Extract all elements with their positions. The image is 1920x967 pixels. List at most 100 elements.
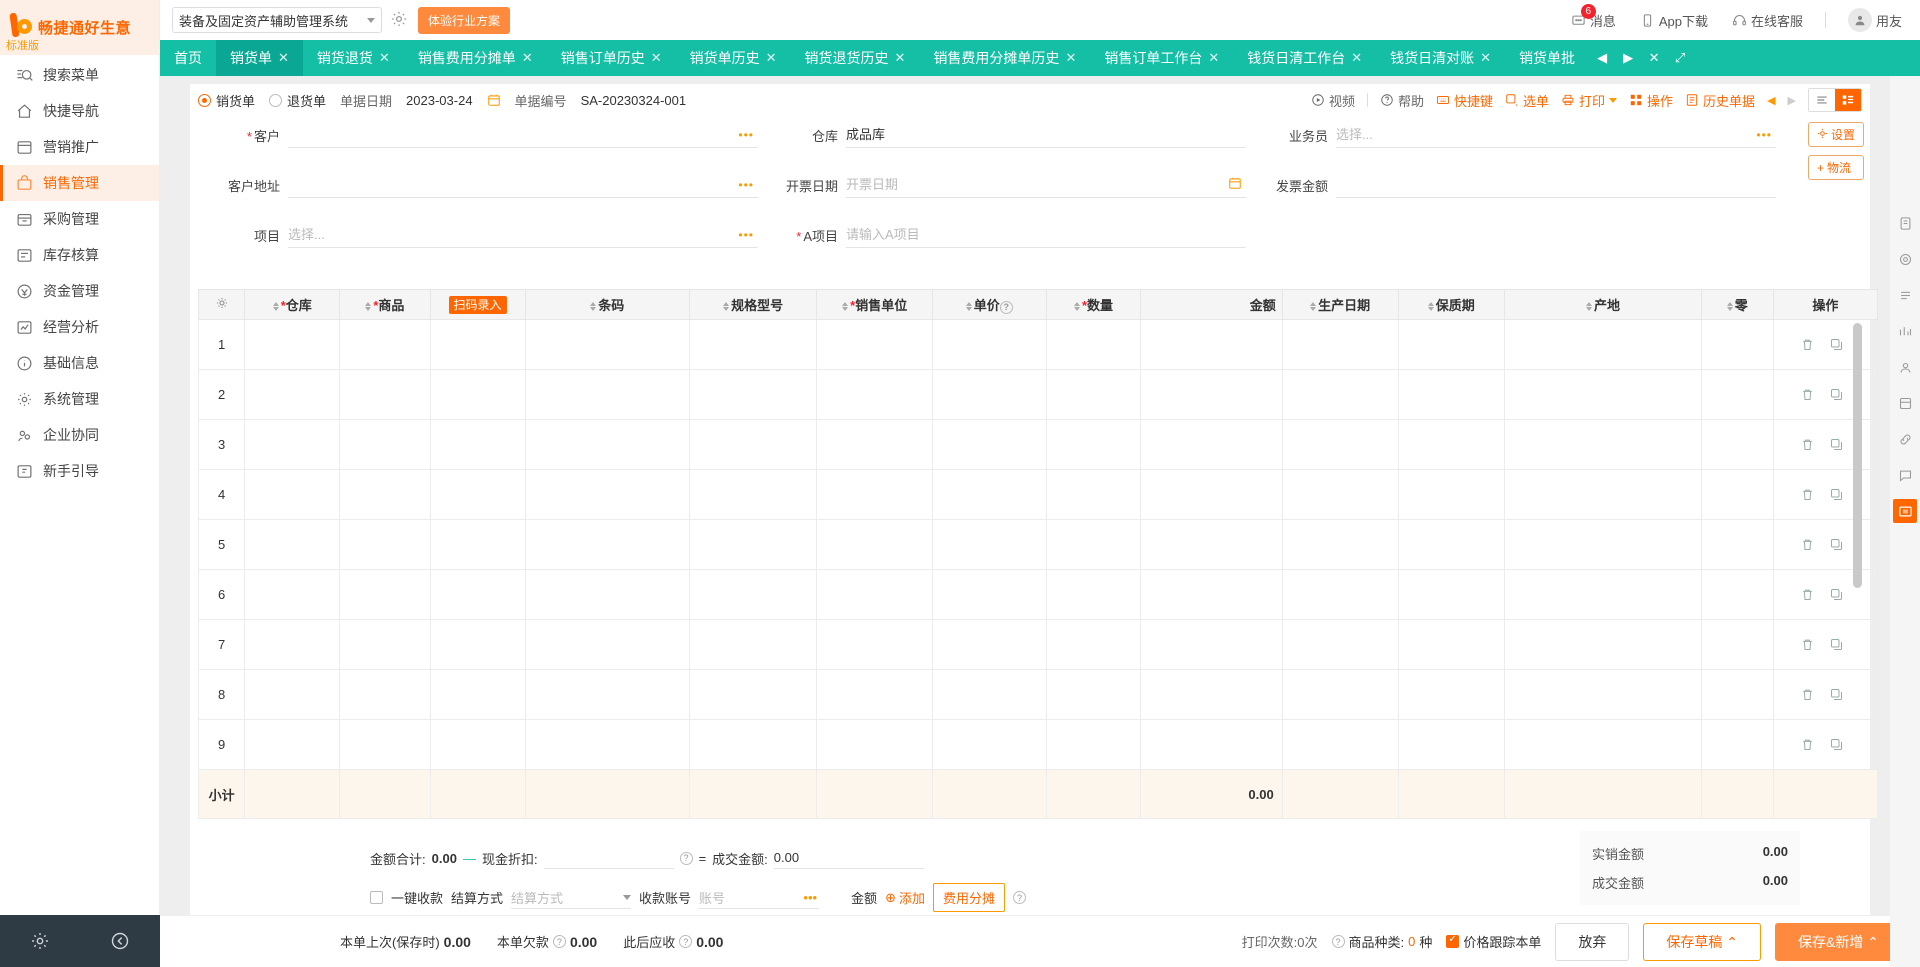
card-view-button[interactable] <box>1835 89 1861 111</box>
copy-row-icon[interactable] <box>1829 537 1844 552</box>
cell-prod-date[interactable] <box>1281 419 1399 470</box>
cell-qty[interactable] <box>1045 619 1142 670</box>
col-scan-entry[interactable]: 扫码录入 <box>429 289 526 320</box>
settings-side-button[interactable]: 设置 <box>1807 122 1864 147</box>
cell-qty[interactable] <box>1045 669 1142 720</box>
cell-retail[interactable] <box>1700 719 1774 770</box>
price-track-checkbox[interactable] <box>1446 934 1460 948</box>
radio-return-order[interactable]: 退货单 <box>269 91 326 110</box>
cell-barcode[interactable] <box>524 519 690 570</box>
col-product[interactable]: *商品 <box>339 289 431 320</box>
shortcut-button[interactable]: 快捷键 <box>1436 91 1493 110</box>
select-doc-button[interactable]: 选单 <box>1505 91 1549 110</box>
sidebar-item-collaboration[interactable]: 企业协同 <box>0 417 159 453</box>
vertical-scrollbar[interactable] <box>1853 319 1862 907</box>
operations-button[interactable]: 操作 <box>1629 91 1673 110</box>
close-icon[interactable]: ✕ <box>278 50 289 65</box>
tab-sales-order[interactable]: 销货单 ✕ <box>216 40 303 76</box>
sort-icon[interactable] <box>365 302 372 312</box>
collapse-icon[interactable] <box>110 931 130 951</box>
circle-rail-icon[interactable] <box>1893 247 1917 271</box>
cell-shelf[interactable] <box>1397 519 1506 570</box>
col-amount[interactable]: 金额 <box>1140 289 1283 320</box>
chat-rail-icon[interactable] <box>1893 463 1917 487</box>
cell-price[interactable] <box>932 469 1047 520</box>
table-row[interactable]: 9 <box>197 719 1879 770</box>
cell-price[interactable] <box>932 369 1047 420</box>
cell-price[interactable] <box>932 419 1047 470</box>
delete-row-icon[interactable] <box>1800 587 1815 602</box>
cell-amount[interactable] <box>1140 569 1283 620</box>
topbar-app-download[interactable]: App下载 <box>1632 11 1716 30</box>
sidebar-item-fund[interactable]: 资金管理 <box>0 273 159 309</box>
cell-amount[interactable] <box>1140 319 1283 370</box>
close-icon[interactable]: ✕ <box>1480 50 1492 65</box>
sort-icon[interactable] <box>1310 302 1317 312</box>
list-view-button[interactable] <box>1809 89 1835 111</box>
cell-origin[interactable] <box>1504 419 1702 470</box>
cell-barcode[interactable] <box>524 469 690 520</box>
cell-price[interactable] <box>932 569 1047 620</box>
cell-barcode[interactable] <box>524 719 690 770</box>
sort-icon[interactable] <box>1726 302 1733 312</box>
account-input[interactable]: 账号 ••• <box>699 887 820 909</box>
table-row[interactable]: 8 <box>197 669 1879 720</box>
cell-shelf[interactable] <box>1397 669 1506 720</box>
sort-icon[interactable] <box>965 302 972 312</box>
tab-sales-batch[interactable]: 销货单批 <box>1505 40 1589 76</box>
tab-sales-order-workbench[interactable]: 销售订单工作台 ✕ <box>1090 40 1233 76</box>
cell-qty[interactable] <box>1045 319 1142 370</box>
help-icon[interactable]: ? <box>1331 935 1345 948</box>
copy-row-icon[interactable] <box>1829 437 1844 452</box>
delete-row-icon[interactable] <box>1800 337 1815 352</box>
copy-row-icon[interactable] <box>1829 687 1844 702</box>
cell-unit[interactable] <box>816 369 934 420</box>
cell-price[interactable] <box>932 519 1047 570</box>
sidebar-item-inventory[interactable]: 库存核算 <box>0 237 159 273</box>
delete-row-icon[interactable] <box>1800 487 1815 502</box>
price-track-option[interactable]: 价格跟踪本单 <box>1446 932 1541 951</box>
cell-amount[interactable] <box>1140 369 1283 420</box>
doc-no-value[interactable]: SA-20230324-001 <box>580 92 687 108</box>
cell-unit[interactable] <box>816 619 934 670</box>
history-doc-button[interactable]: 历史单据 <box>1685 91 1755 110</box>
customer-input[interactable]: ••• <box>288 120 758 148</box>
cell-barcode[interactable] <box>524 419 690 470</box>
col-sales-unit[interactable]: *销售单位 <box>816 289 934 320</box>
cell-product[interactable] <box>339 469 431 520</box>
col-retail[interactable]: 零 <box>1700 289 1774 320</box>
cell-qty[interactable] <box>1045 519 1142 570</box>
cell-spec[interactable] <box>688 419 818 470</box>
cell-warehouse[interactable] <box>244 369 341 420</box>
cell-amount[interactable] <box>1140 419 1283 470</box>
cell-retail[interactable] <box>1700 419 1774 470</box>
project-a-input[interactable]: 请输入A项目 <box>846 220 1246 248</box>
cell-product[interactable] <box>339 619 431 670</box>
copy-row-icon[interactable] <box>1829 737 1844 752</box>
cell-spec[interactable] <box>688 519 818 570</box>
scroll-thumb[interactable] <box>1853 323 1862 588</box>
cell-warehouse[interactable] <box>244 469 341 520</box>
cell-retail[interactable] <box>1700 619 1774 670</box>
cell-retail[interactable] <box>1700 669 1774 720</box>
cell-spec[interactable] <box>688 719 818 770</box>
copy-row-icon[interactable] <box>1829 387 1844 402</box>
tab-prev-button[interactable]: ◀ <box>1597 50 1608 65</box>
tab-expand-button[interactable]: ⤢ <box>1674 50 1686 65</box>
calendar-icon[interactable] <box>1228 176 1242 190</box>
cell-unit[interactable] <box>816 519 934 570</box>
copy-row-icon[interactable] <box>1829 337 1844 352</box>
cell-unit[interactable] <box>816 319 934 370</box>
copy-row-icon[interactable] <box>1829 487 1844 502</box>
topbar-support[interactable]: 在线客服 <box>1724 11 1811 30</box>
tab-sales-doc-history[interactable]: 销货单历史 ✕ <box>676 40 791 76</box>
table-row[interactable]: 7 <box>197 619 1879 670</box>
cell-shelf[interactable] <box>1397 569 1506 620</box>
delete-row-icon[interactable] <box>1800 437 1815 452</box>
cell-scan[interactable] <box>429 319 526 370</box>
tab-next-button[interactable]: ▶ <box>1623 50 1634 65</box>
cell-retail[interactable] <box>1700 469 1774 520</box>
more-dots-icon[interactable]: ••• <box>738 128 754 142</box>
sidebar-item-marketing[interactable]: 营销推广 <box>0 129 159 165</box>
sidebar-item-purchase[interactable]: 采购管理 <box>0 201 159 237</box>
